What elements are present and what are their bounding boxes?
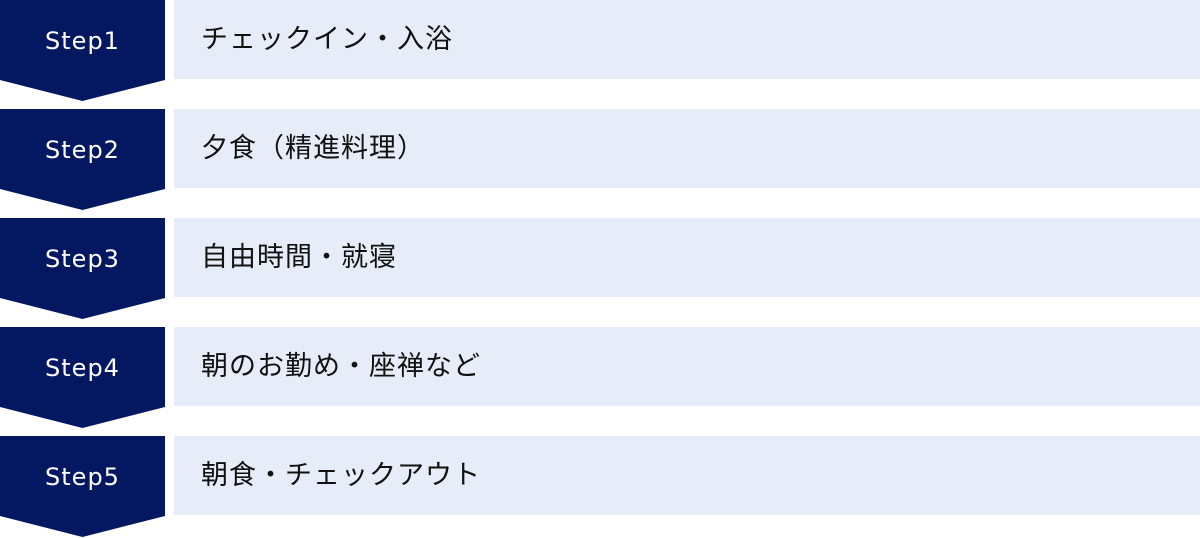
step-badge: Step4 [0, 327, 165, 428]
step-label: Step1 [45, 27, 120, 55]
step-text: 自由時間・就寝 [201, 242, 397, 273]
step-1: Step1 チェックイン・入浴 [0, 0, 1200, 102]
step-badge: Step3 [0, 218, 165, 319]
step-box: 自由時間・就寝 [174, 218, 1200, 297]
step-5: Step5 朝食・チェックアウト [0, 436, 1200, 538]
step-box: 朝のお勤め・座禅など [174, 327, 1200, 406]
step-text: 夕食（精進料理） [201, 133, 425, 164]
step-label: Step4 [45, 354, 120, 382]
step-badge: Step1 [0, 0, 165, 101]
step-label: Step3 [45, 245, 120, 273]
step-4: Step4 朝のお勤め・座禅など [0, 327, 1200, 429]
step-text: 朝のお勤め・座禅など [201, 351, 481, 382]
step-label: Step2 [45, 136, 120, 164]
step-box: 夕食（精進料理） [174, 109, 1200, 188]
step-text: 朝食・チェックアウト [201, 460, 481, 491]
step-2: Step2 夕食（精進料理） [0, 109, 1200, 211]
step-text: チェックイン・入浴 [201, 24, 453, 55]
step-badge: Step5 [0, 436, 165, 537]
step-badge: Step2 [0, 109, 165, 210]
step-box: チェックイン・入浴 [174, 0, 1200, 79]
step-box: 朝食・チェックアウト [174, 436, 1200, 515]
step-label: Step5 [45, 463, 120, 491]
step-3: Step3 自由時間・就寝 [0, 218, 1200, 320]
